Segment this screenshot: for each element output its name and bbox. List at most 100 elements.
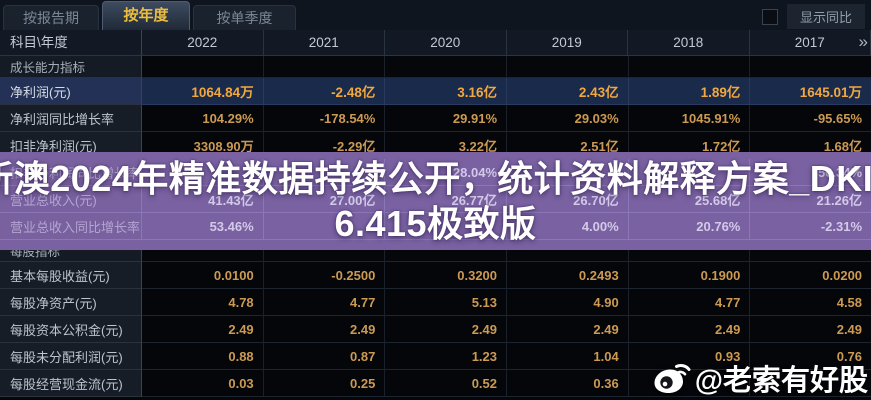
table-row[interactable]: 净利润(元) 1064.84万 -2.48亿 3.16亿 2.43亿 1.89亿 1645.… [0, 78, 871, 105]
table-cell: -2.31% [750, 213, 871, 240]
table-cell [507, 56, 629, 78]
table-cell: 2.49 [263, 316, 386, 343]
table-cell: 1045.91% [628, 105, 751, 132]
tab-by-single-quarter[interactable]: 按单季度 [193, 5, 296, 30]
row-label: 净利润(元) [0, 78, 142, 105]
table-row[interactable]: 营业总收入(元) 41.43亿 27.00亿 26.77亿 26.70亿 25.68亿 21… [0, 186, 871, 213]
year-header-2022: 2022 [142, 30, 264, 55]
table-cell [507, 159, 629, 186]
table-cell: -178.54% [263, 105, 386, 132]
table-row[interactable]: 扣非净利润同比增长率 28.04% -56.34% [0, 159, 871, 186]
table-cell: 20.76% [628, 213, 751, 240]
table-cell [263, 213, 386, 240]
table-cell: -95.65% [750, 105, 871, 132]
year-header-2020: 2020 [385, 30, 507, 55]
table-cell [628, 370, 751, 397]
tab-by-year[interactable]: 按年度 [102, 1, 190, 30]
year-header-2019: 2019 [507, 30, 628, 55]
table-cell: 0.0100 [142, 262, 264, 289]
table-cell: 0.0200 [750, 262, 871, 289]
row-label: 每股未分配利润(元) [0, 343, 142, 370]
table-cell: 25.68亿 [628, 186, 751, 213]
table-row[interactable]: 每股未分配利润(元) 0.88 0.87 1.23 1.04 0.93 0.76 [0, 343, 871, 370]
table-cell: 27.00亿 [263, 186, 386, 213]
section-row: 成长能力指标 [0, 56, 871, 78]
row-label: 净利润同比增长率 [0, 105, 142, 132]
row-label: 每股经营现金流(元) [0, 370, 142, 397]
table-cell: 1645.01万 [750, 78, 871, 105]
table-cell [750, 56, 871, 78]
table-cell: 3.16亿 [385, 78, 508, 105]
table-cell: 0.88 [142, 343, 264, 370]
table-cell: 1.23 [385, 343, 508, 370]
row-label: 扣非净利润同比增长率 [0, 159, 142, 186]
table-cell [142, 56, 264, 78]
overlay-band-bottom [0, 240, 871, 250]
table-cell: 4.58 [750, 289, 871, 316]
table-cell [385, 56, 508, 78]
table-cell [628, 56, 751, 78]
row-label: 每股资本公积金(元) [0, 316, 142, 343]
table-cell: 0.36 [507, 370, 629, 397]
table-cell: 28.04% [385, 159, 508, 186]
more-years-chevron-icon[interactable]: » [858, 32, 869, 51]
weibo-icon [654, 364, 691, 393]
table-cell: 4.78 [142, 289, 264, 316]
table-row[interactable]: 营业总收入同比增长率 53.46% 4.00% 20.76% -2.31% [0, 213, 871, 240]
table-cell: 2.43亿 [507, 78, 629, 105]
show-yoy-control: 显示同比 [761, 4, 865, 29]
table-cell [142, 159, 264, 186]
year-header-2018: 2018 [628, 30, 750, 55]
table-cell: 29.91% [385, 105, 508, 132]
tab-by-report-period[interactable]: 按报告期 [3, 5, 99, 30]
overlay-band-top [0, 152, 871, 159]
table-cell: 2.49 [628, 316, 751, 343]
table-cell: 41.43亿 [142, 186, 264, 213]
weibo-watermark: @老索有好股 [652, 357, 868, 399]
row-label: 基本每股收益(元) [0, 262, 142, 289]
table-cell: 0.87 [263, 343, 386, 370]
table-cell: 1.04 [507, 343, 629, 370]
table-row[interactable]: 净利润同比增长率 104.29% -178.54% 29.91% 29.03% 1045.… [0, 105, 871, 132]
table-cell: 0.2493 [507, 262, 629, 289]
table-cell: 4.77 [628, 289, 751, 316]
table-row[interactable]: 每股资本公积金(元) 2.49 2.49 2.49 2.49 2.49 2.49 [0, 316, 871, 343]
table-cell: -56.34% [750, 159, 871, 186]
table-cell: 21.26亿 [750, 186, 871, 213]
bottom-edge [0, 397, 871, 400]
show-yoy-checkbox[interactable] [761, 8, 778, 25]
table-cell: -0.2500 [263, 262, 386, 289]
table-cell: 4.00% [507, 213, 629, 240]
table-cell: 26.77亿 [385, 186, 508, 213]
table-cell: 1064.84万 [142, 78, 264, 105]
table-cell: 0.1900 [628, 262, 751, 289]
table-cell: 0.25 [263, 370, 386, 397]
table-row[interactable]: 每股净资产(元) 4.78 4.77 5.13 4.90 4.77 4.58 [0, 289, 871, 316]
table-cell: 2.49 [750, 316, 871, 343]
table-cell: -2.48亿 [263, 78, 386, 105]
table-row[interactable]: 基本每股收益(元) 0.0100 -0.2500 0.3200 0.2493 0.1900… [0, 262, 871, 289]
table-cell: 0.93 [628, 343, 751, 370]
table-cell: 0.76 [750, 343, 871, 370]
period-tab-bar: 按报告期 按年度 按单季度 显示同比 [0, 0, 871, 30]
table-cell [385, 213, 508, 240]
table-cell: 53.46% [142, 213, 264, 240]
table-cell [263, 159, 386, 186]
table-row[interactable]: 每股经营现金流(元) 0.03 0.25 0.52 0.36 [0, 370, 871, 397]
table-body: 成长能力指标 净利润(元) 1064.84万 -2.48亿 3.16亿 2.43亿 1.89… [0, 56, 871, 397]
watermark-text: @老索有好股 [694, 365, 868, 397]
table-cell [263, 56, 386, 78]
table-cell: 29.03% [507, 105, 629, 132]
table-cell: 2.49 [142, 316, 264, 343]
table-cell: 0.52 [385, 370, 508, 397]
table-cell [628, 159, 751, 186]
table-header-row: 科目\年度 2022 2021 2020 2019 2018 2017» [0, 30, 871, 56]
table-cell: 4.77 [263, 289, 386, 316]
corner-header: 科目\年度 [0, 30, 142, 55]
table-cell: 2.49 [385, 316, 508, 343]
show-yoy-label[interactable]: 显示同比 [786, 4, 865, 29]
table-cell: 26.70亿 [507, 186, 629, 213]
row-label: 营业总收入同比增长率 [0, 213, 142, 240]
table-cell: 1.89亿 [628, 78, 751, 105]
